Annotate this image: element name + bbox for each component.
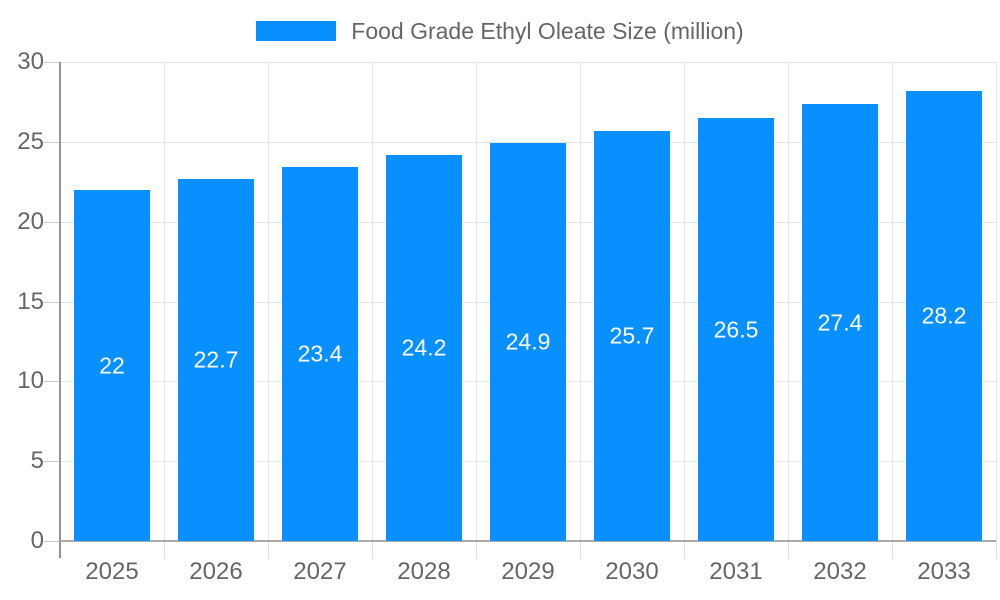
x-gridline-3 xyxy=(372,62,373,541)
y-axis-tick-10 xyxy=(44,381,60,382)
y-axis-line xyxy=(59,62,61,558)
x-axis-label-2028: 2028 xyxy=(397,558,451,585)
bar-2032[interactable]: 27.4 xyxy=(802,104,878,541)
x-axis-label-2032: 2032 xyxy=(813,558,867,585)
bar-2025[interactable]: 22 xyxy=(74,190,150,541)
bar-2033[interactable]: 28.2 xyxy=(906,91,982,541)
y-gridline-30 xyxy=(60,62,996,63)
x-axis-tick-1 xyxy=(164,541,165,559)
y-axis-tick-25 xyxy=(44,142,60,143)
bar-value-label-2027: 23.4 xyxy=(297,340,343,367)
bar-2028[interactable]: 24.2 xyxy=(386,155,462,541)
bar-2031[interactable]: 26.5 xyxy=(698,118,774,541)
x-gridline-1 xyxy=(164,62,165,541)
x-axis-label-2025: 2025 xyxy=(85,558,139,585)
x-gridline-8 xyxy=(892,62,893,541)
bar-value-label-2031: 26.5 xyxy=(713,316,759,342)
legend-swatch xyxy=(256,21,337,41)
y-gridline-25 xyxy=(60,142,996,143)
bar-2026[interactable]: 22.7 xyxy=(178,179,254,541)
x-axis-tick-4 xyxy=(476,541,477,559)
bar-value-label-2028: 24.2 xyxy=(401,334,447,361)
x-axis-label-2027: 2027 xyxy=(293,558,347,585)
bar-2027[interactable]: 23.4 xyxy=(282,167,358,541)
x-axis-tick-3 xyxy=(372,541,373,559)
bar-2030[interactable]: 25.7 xyxy=(594,131,670,541)
y-axis-tick-0 xyxy=(44,541,60,542)
x-axis-tick-2 xyxy=(268,541,269,559)
legend-item[interactable]: Food Grade Ethyl Oleate Size (million) xyxy=(0,17,1000,45)
x-gridline-6 xyxy=(684,62,685,541)
x-axis-tick-7 xyxy=(788,541,789,559)
bar-2029[interactable]: 24.9 xyxy=(490,143,566,541)
y-axis-label: 0 xyxy=(30,527,44,554)
bar-value-label-2026: 22.7 xyxy=(193,346,239,373)
x-axis-line xyxy=(60,540,996,542)
bar-value-label-2033: 28.2 xyxy=(921,302,967,329)
x-axis-label-2029: 2029 xyxy=(501,558,555,585)
x-gridline-2 xyxy=(268,62,269,541)
x-axis-label-2026: 2026 xyxy=(189,558,243,585)
x-axis-tick-5 xyxy=(580,541,581,559)
x-gridline-5 xyxy=(580,62,581,541)
x-gridline-9 xyxy=(996,62,997,541)
bar-value-label-2025: 22 xyxy=(99,352,125,378)
x-axis-tick-6 xyxy=(684,541,685,559)
y-axis-tick-30 xyxy=(44,62,60,63)
x-gridline-7 xyxy=(788,62,789,541)
y-axis-label: 30 xyxy=(17,48,44,75)
y-axis-label: 10 xyxy=(17,367,44,394)
y-axis-tick-15 xyxy=(44,302,60,303)
y-axis-label: 25 xyxy=(17,128,44,155)
x-axis-label-2033: 2033 xyxy=(917,558,971,585)
y-axis-tick-5 xyxy=(44,461,60,462)
bar-value-label-2032: 27.4 xyxy=(817,309,863,335)
bar-value-label-2029: 24.9 xyxy=(505,328,551,355)
y-axis-tick-20 xyxy=(44,222,60,223)
x-gridline-4 xyxy=(476,62,477,541)
x-axis-tick-8 xyxy=(892,541,893,559)
y-axis-label: 5 xyxy=(30,447,44,474)
x-axis-label-2030: 2030 xyxy=(605,558,659,585)
y-axis-label: 15 xyxy=(17,288,44,315)
x-axis-label-2031: 2031 xyxy=(709,558,763,585)
x-axis-tick-9 xyxy=(996,541,997,559)
legend-label: Food Grade Ethyl Oleate Size (million) xyxy=(351,17,744,44)
y-axis-label: 20 xyxy=(17,208,44,235)
bar-value-label-2030: 25.7 xyxy=(609,322,655,349)
